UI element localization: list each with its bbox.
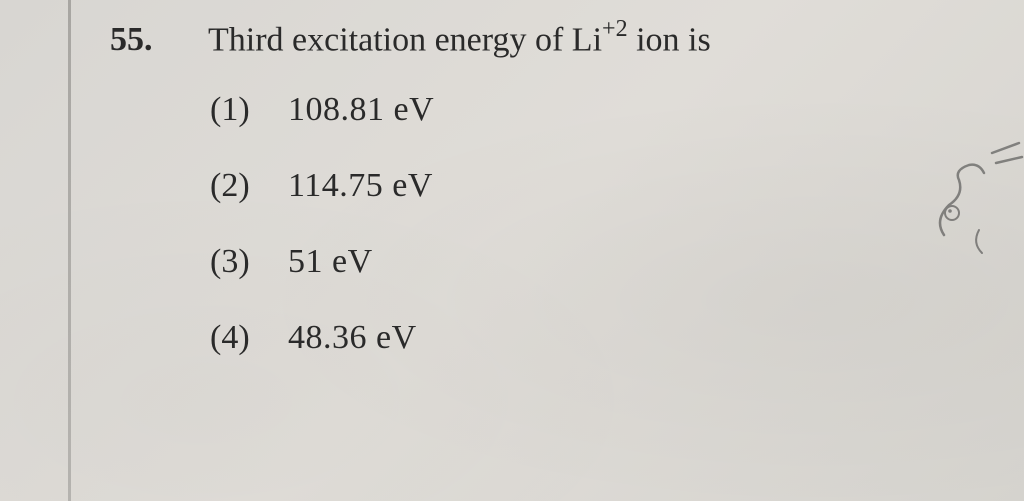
option-3-num: (3) — [210, 243, 266, 281]
question-superscript: +2 — [602, 16, 628, 42]
option-1-value: 108.81 eV — [288, 91, 434, 129]
options-list: (1) 108.81 eV (2) 114.75 eV (3) 51 eV (4… — [210, 91, 984, 357]
option-2-num: (2) — [210, 167, 266, 205]
question-text: Third excitation energy of Li+2 ion is — [208, 18, 711, 59]
option-3: (3) 51 eV — [210, 243, 984, 281]
option-4-value: 48.36 eV — [288, 319, 417, 357]
question-row: 55. Third excitation energy of Li+2 ion … — [110, 18, 984, 59]
page-left-edge — [68, 0, 71, 501]
question-block: 55. Third excitation energy of Li+2 ion … — [110, 18, 984, 395]
option-4: (4) 48.36 eV — [210, 319, 984, 357]
option-3-value: 51 eV — [288, 243, 373, 281]
option-2-value: 114.75 eV — [288, 167, 433, 205]
option-4-num: (4) — [210, 319, 266, 357]
question-text-suffix: ion is — [628, 21, 711, 58]
option-1-num: (1) — [210, 91, 266, 129]
question-number: 55. — [110, 21, 168, 59]
option-2: (2) 114.75 eV — [210, 167, 984, 205]
question-text-prefix: Third excitation energy of Li — [208, 21, 602, 58]
handwritten-doodle — [924, 135, 1024, 265]
option-1: (1) 108.81 eV — [210, 91, 984, 129]
